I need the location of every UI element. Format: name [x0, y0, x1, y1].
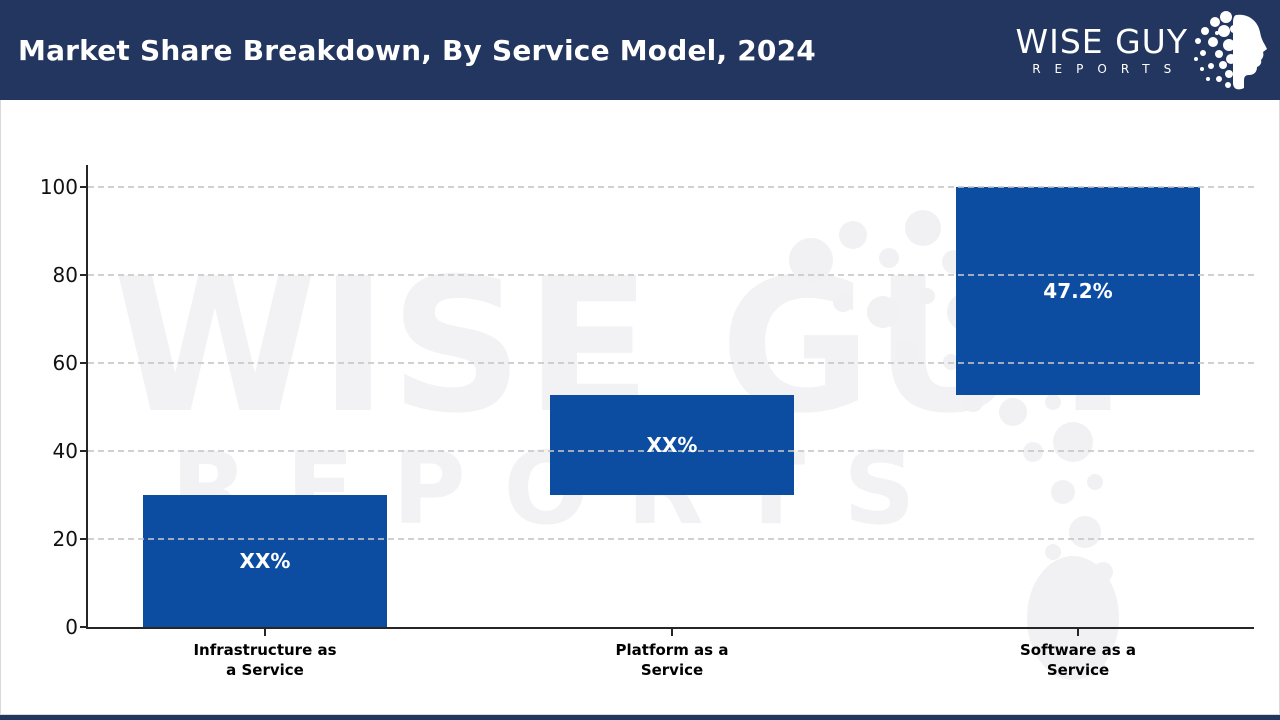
category-label-line: Service — [640, 661, 704, 679]
footer-bar — [0, 715, 1280, 720]
y-gridline — [88, 274, 1254, 276]
bar-segment — [143, 495, 387, 627]
category-label: Infrastructure as a Service — [105, 640, 425, 680]
bar-value-label: XX% — [239, 549, 291, 573]
y-tick-mark — [80, 450, 88, 452]
y-tick-mark — [80, 626, 88, 628]
y-gridline — [88, 450, 1254, 452]
y-tick-label: 60 — [52, 351, 78, 375]
header-bar: Market Share Breakdown, By Service Model… — [0, 0, 1280, 100]
bar-segment — [550, 394, 794, 495]
y-tick-label: 80 — [52, 263, 78, 287]
y-gridline — [88, 538, 1254, 540]
chart-canvas: WISE GUY REPORTS XX%XX%47. — [0, 100, 1280, 715]
bar-segment — [956, 187, 1200, 395]
category-label-line: Software as a — [1020, 641, 1136, 659]
x-tick-mark — [264, 629, 266, 636]
bar-value-label: XX% — [646, 432, 698, 457]
x-tick-mark — [1077, 629, 1079, 636]
y-tick-mark — [80, 362, 88, 364]
category-label-line: Platform as a — [615, 641, 729, 659]
y-tick-label: 20 — [52, 527, 78, 551]
category-label: Platform as a Service — [512, 640, 832, 680]
y-gridline — [88, 362, 1254, 364]
dotted-face-icon — [1194, 11, 1267, 90]
category-label-line: Service — [1046, 661, 1110, 679]
page-title: Market Share Breakdown, By Service Model… — [18, 33, 816, 67]
y-tick-label: 100 — [39, 175, 78, 199]
brand-name: WISE GUY — [1015, 22, 1188, 61]
y-tick-mark — [80, 274, 88, 276]
brand-subtitle: REPORTS — [1032, 62, 1186, 76]
y-tick-label: 40 — [52, 439, 78, 463]
y-tick-mark — [80, 186, 88, 188]
x-tick-mark — [671, 629, 673, 636]
category-label: Software as a Service — [918, 640, 1238, 680]
y-axis-line — [86, 165, 88, 629]
brand-logo-text: WISE GUY REPORTS — [1015, 22, 1188, 77]
bar-value-label: 47.2% — [1043, 278, 1113, 303]
x-axis-line — [86, 627, 1254, 629]
y-tick-mark — [80, 538, 88, 540]
category-label-line: Infrastructure as — [193, 641, 337, 659]
y-tick-label: 0 — [65, 615, 78, 639]
y-gridline — [88, 186, 1254, 188]
category-label-line: a Service — [226, 661, 304, 679]
brand-logo: WISE GUY REPORTS — [1015, 8, 1268, 92]
